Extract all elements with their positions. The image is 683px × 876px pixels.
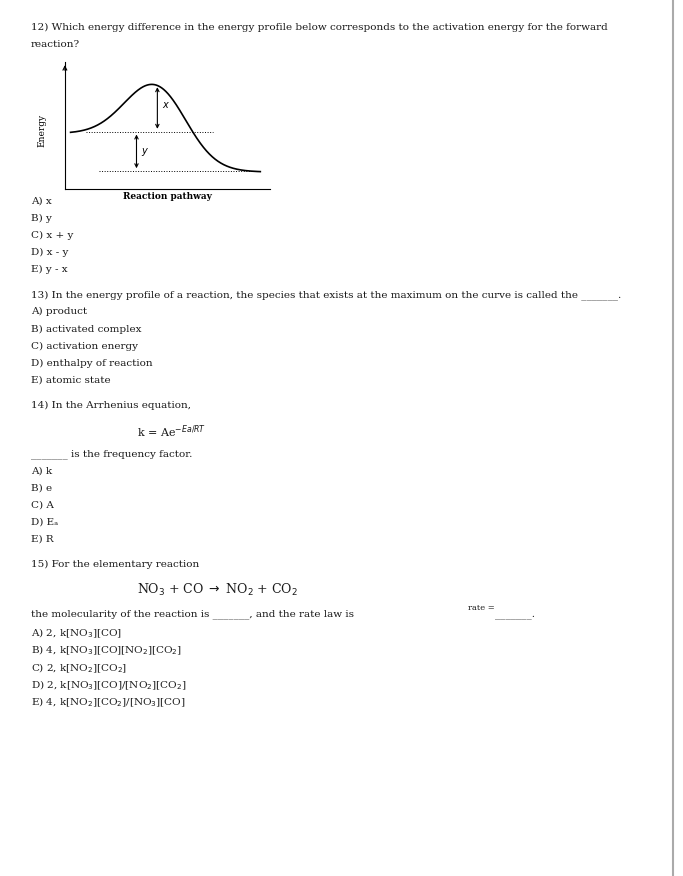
Text: NO$_3$ + CO $\rightarrow$ NO$_2$ + CO$_2$: NO$_3$ + CO $\rightarrow$ NO$_2$ + CO$_2…	[137, 583, 298, 598]
Text: B) 4, k[NO$_3$][CO][NO$_2$][CO$_2$]: B) 4, k[NO$_3$][CO][NO$_2$][CO$_2$]	[31, 644, 182, 658]
Text: A) k: A) k	[31, 466, 52, 475]
Text: k = Ae$^{-Ea/RT}$: k = Ae$^{-Ea/RT}$	[137, 423, 206, 440]
Text: the molecularity of the reaction is _______, and the rate law is: the molecularity of the reaction is ____…	[31, 610, 354, 619]
Text: C) activation energy: C) activation energy	[31, 342, 138, 350]
Text: 12) Which energy difference in the energy profile below corresponds to the activ: 12) Which energy difference in the energ…	[31, 23, 607, 32]
Text: x: x	[162, 100, 168, 110]
Text: rate =: rate =	[468, 604, 494, 612]
Text: D) Eₐ: D) Eₐ	[31, 518, 58, 526]
Text: C) A: C) A	[31, 500, 53, 509]
Text: B) e: B) e	[31, 484, 52, 492]
Text: E) y - x: E) y - x	[31, 265, 68, 274]
Text: 13) In the energy profile of a reaction, the species that exists at the maximum : 13) In the energy profile of a reaction,…	[31, 290, 621, 300]
Text: E) 4, k[NO$_2$][CO$_2$]/[NO$_3$][CO]: E) 4, k[NO$_2$][CO$_2$]/[NO$_3$][CO]	[31, 695, 185, 709]
Text: B) activated complex: B) activated complex	[31, 324, 141, 334]
Text: A) x: A) x	[31, 196, 51, 205]
Text: A) 2, k[NO$_3$][CO]: A) 2, k[NO$_3$][CO]	[31, 626, 122, 640]
Text: C) x + y: C) x + y	[31, 230, 73, 240]
Text: C) 2, k[NO$_2$][CO$_2$]: C) 2, k[NO$_2$][CO$_2$]	[31, 661, 127, 675]
Text: B) y: B) y	[31, 214, 52, 223]
Text: _______.: _______.	[495, 610, 535, 618]
Text: reaction?: reaction?	[31, 39, 80, 49]
Text: D) x - y: D) x - y	[31, 248, 68, 257]
Text: _______ is the frequency factor.: _______ is the frequency factor.	[31, 449, 192, 459]
Text: E) atomic state: E) atomic state	[31, 376, 111, 385]
Text: E) R: E) R	[31, 534, 53, 543]
Text: y: y	[141, 146, 147, 157]
Text: Energy: Energy	[38, 114, 46, 146]
Text: A) product: A) product	[31, 307, 87, 316]
Text: D) 2, k[NO$_3$][CO]/[NO$_2$][CO$_2$]: D) 2, k[NO$_3$][CO]/[NO$_2$][CO$_2$]	[31, 678, 186, 692]
Text: D) enthalpy of reaction: D) enthalpy of reaction	[31, 358, 152, 368]
X-axis label: Reaction pathway: Reaction pathway	[123, 192, 212, 201]
Text: 15) For the elementary reaction: 15) For the elementary reaction	[31, 560, 199, 569]
Text: 14) In the Arrhenius equation,: 14) In the Arrhenius equation,	[31, 401, 191, 411]
